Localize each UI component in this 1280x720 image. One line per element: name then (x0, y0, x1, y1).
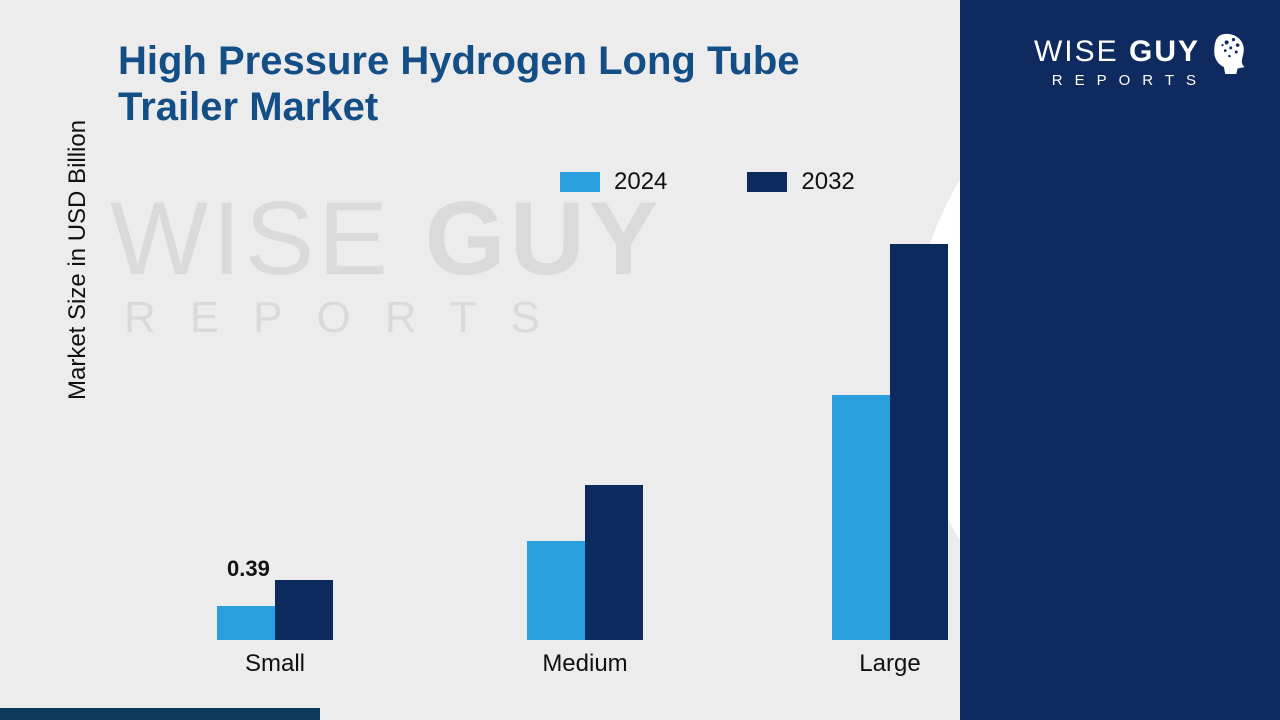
logo-subtitle: REPORTS (990, 72, 1250, 89)
legend-item-2024: 2024 (560, 168, 667, 196)
right-panel (960, 0, 1280, 720)
brand-logo: WISE GUY REPORTS (990, 30, 1250, 89)
bar-2032-large (890, 244, 948, 640)
x-tick-medium: Medium (495, 650, 675, 678)
bar-2024-large (832, 395, 890, 640)
legend-label-2032: 2032 (801, 168, 854, 196)
legend-swatch-2024 (560, 172, 600, 192)
bar-2032-small (275, 580, 333, 640)
legend-swatch-2032 (747, 172, 787, 192)
legend: 2024 2032 (560, 168, 855, 196)
x-tick-small: Small (185, 650, 365, 678)
chart-stage: WISE GUY REPORTS WISE GUY REPORTS High P… (0, 0, 1280, 720)
logo-word-1: WISE (1034, 35, 1119, 69)
bottom-accent-bar (0, 708, 320, 720)
x-tick-large: Large (800, 650, 980, 678)
legend-label-2024: 2024 (614, 168, 667, 196)
legend-item-2032: 2032 (747, 168, 854, 196)
plot-area: Small0.39MediumLarge (100, 210, 950, 640)
bar-2024-medium (527, 541, 585, 640)
bar-2024-small (217, 606, 275, 640)
bar-2032-medium (585, 485, 643, 640)
value-label: 0.39 (227, 556, 270, 582)
logo-word-2: GUY (1129, 35, 1200, 69)
y-axis-label: Market Size in USD Billion (64, 120, 92, 400)
chart-title: High Pressure Hydrogen Long Tube Trailer… (118, 38, 818, 130)
logo-head-icon (1206, 30, 1250, 74)
